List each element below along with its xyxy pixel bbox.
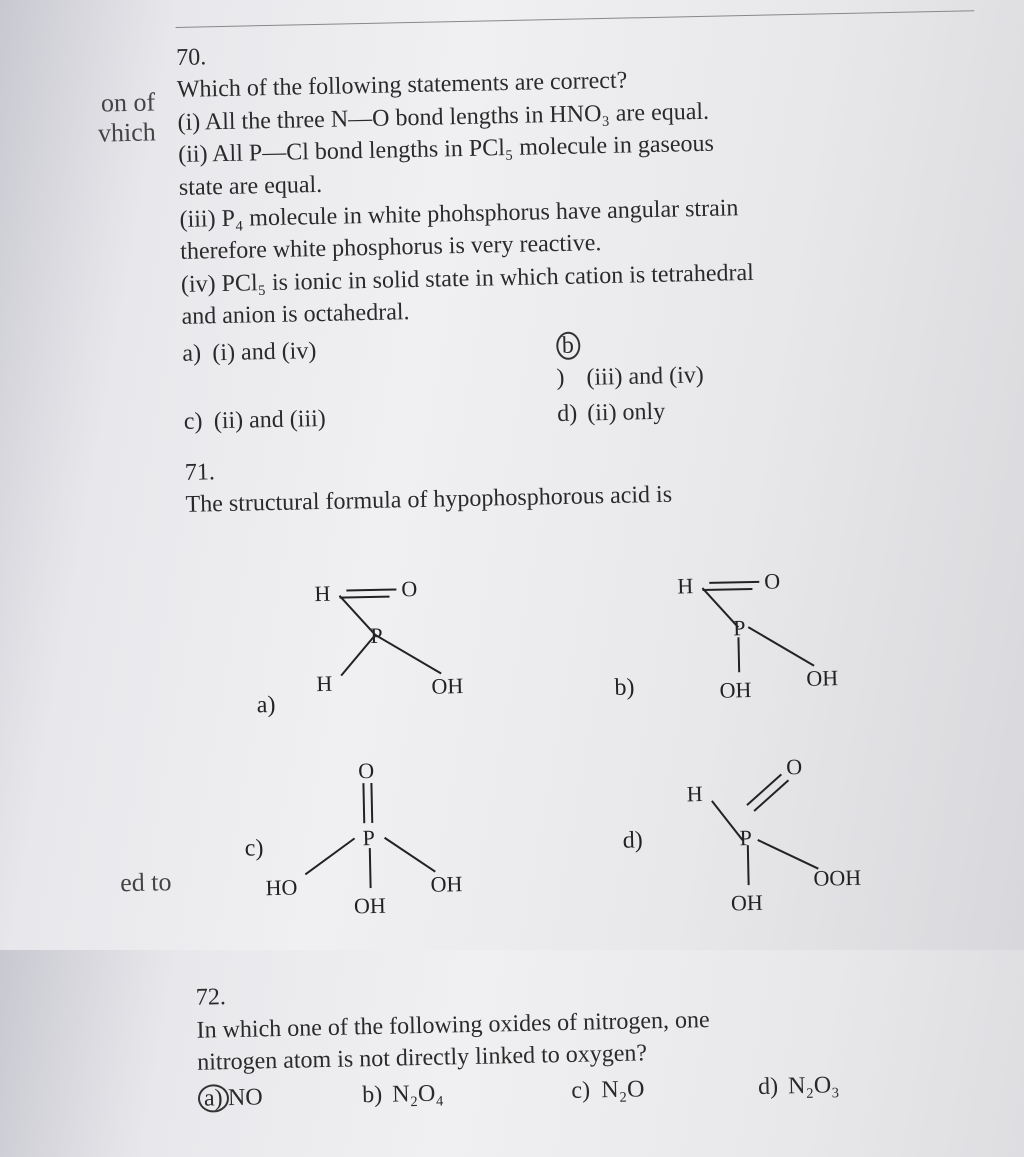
margin-frag: on of vhich <box>0 87 156 150</box>
atom-p-d: P <box>740 825 753 850</box>
q71-body: The structural formula of hypophosphorou… <box>185 473 942 966</box>
top-rule <box>176 10 975 28</box>
q70-opt-c: c)(ii) and (iii) <box>183 396 557 440</box>
atom-oh-c: OH <box>430 871 462 897</box>
q72-opt-a: a)NO <box>198 1078 363 1118</box>
q71-struct-c: O P HO OH OH c) <box>223 750 527 956</box>
atom-h2: H <box>316 671 333 696</box>
q71-struct-a: H O P H OH a) <box>218 532 522 738</box>
q70-body: Which of the following statements are co… <box>177 59 932 441</box>
atom-oh-d: OH <box>731 890 763 916</box>
atom-ho: HO <box>265 874 297 900</box>
q72-stem-b: nitrogen atom is not directly linked to … <box>197 1040 647 1075</box>
q71-struct-b: H O P OH OH b) <box>581 524 905 730</box>
q71-number: 71. <box>185 456 234 489</box>
q72-opt-b: b)N₂O₄ <box>362 1073 572 1114</box>
q71-label-d: d) <box>623 827 644 853</box>
margin-frag-3: ed to <box>120 867 172 897</box>
atom-oh-b: OH <box>720 677 752 703</box>
question-72: 72. In which one of the following oxides… <box>196 965 998 1117</box>
q70-iii-b: therefore white phosphorus is very react… <box>180 230 602 265</box>
q70-iv-a: (iv) PCl₅ is ionic in solid state in whi… <box>181 260 754 298</box>
content-column: 70. Which of the following statements ar… <box>166 10 998 1134</box>
atom-h: H <box>314 581 331 606</box>
q71-row-2: O P HO OH OH c) <box>191 741 942 956</box>
page: on of vhich ed to 70. Which of the follo… <box>0 0 1024 1157</box>
q70-iii-a: (iii) P₄ molecule in white phohsphorus h… <box>179 195 738 233</box>
structure-c-svg: O P HO OH OH c) <box>223 750 527 946</box>
q72-opt-c: c)N₂O <box>571 1069 758 1109</box>
q70-i: (i) All the three N—O bond lengths in HN… <box>177 99 709 136</box>
question-71: 71. The structural formula of hypophosph… <box>185 440 994 966</box>
structure-a-svg: H O P H OH a) <box>218 532 522 728</box>
q70-stem: Which of the following statements are co… <box>177 68 628 103</box>
atom-h-d: H <box>687 781 704 806</box>
atom-h: H <box>677 574 694 599</box>
atom-o: O <box>764 569 780 594</box>
q70-iv-b: and anion is octahedral. <box>181 299 409 330</box>
atom-p: P <box>370 623 383 648</box>
q71-stem: The structural formula of hypophosphorou… <box>185 482 672 518</box>
q70-options: a)(i) and (iv) b)(iii) and (iv) c)(ii) a… <box>182 320 931 441</box>
q72-opt-d: d)N₂O₃ <box>758 1065 945 1105</box>
q71-label-a: a) <box>256 692 275 718</box>
structure-d-svg: H O P OH OOH d) <box>586 742 910 939</box>
q72-stem-a: In which one of the following oxides of … <box>196 1007 710 1044</box>
atom-oh-c2: OH <box>353 893 385 919</box>
atom-o-d: O <box>786 754 802 779</box>
q70-ii-b: state are equal. <box>179 171 323 200</box>
q70-opt-d: d)(ii) only <box>557 389 931 433</box>
atom-o-top: O <box>358 758 374 783</box>
structure-b-svg: H O P OH OH b) <box>581 524 905 721</box>
atom-p-c: P <box>362 825 375 850</box>
q72-number: 72. <box>196 981 245 1014</box>
q70-opt-a: a)(i) and (iv) <box>182 328 557 405</box>
atom-p: P <box>733 616 746 641</box>
q70-opt-b: b)(iii) and (iv) <box>555 320 930 397</box>
q71-struct-d: H O P OH OOH d) <box>586 742 910 948</box>
q70-number: 70. <box>176 41 225 74</box>
margin-frag-2: vhich <box>98 117 156 147</box>
left-margin-fragments: on of vhich ed to <box>0 27 189 1137</box>
atom-oh2: OH <box>806 666 838 692</box>
atom-o: O <box>401 576 417 601</box>
q70-ii-a: (ii) All P—Cl bond lengths in PCl₅ molec… <box>178 131 714 168</box>
q71-row-1: H O P H OH a) <box>186 524 937 739</box>
q72-body: In which one of the following oxides of … <box>196 999 945 1118</box>
q71-label-c: c) <box>244 835 263 861</box>
question-70: 70. Which of the following statements ar… <box>176 25 983 440</box>
atom-ooh: OOH <box>813 865 861 891</box>
atom-oh: OH <box>431 674 463 700</box>
margin-frag-1: on of <box>101 87 156 117</box>
q71-label-b: b) <box>614 675 635 701</box>
